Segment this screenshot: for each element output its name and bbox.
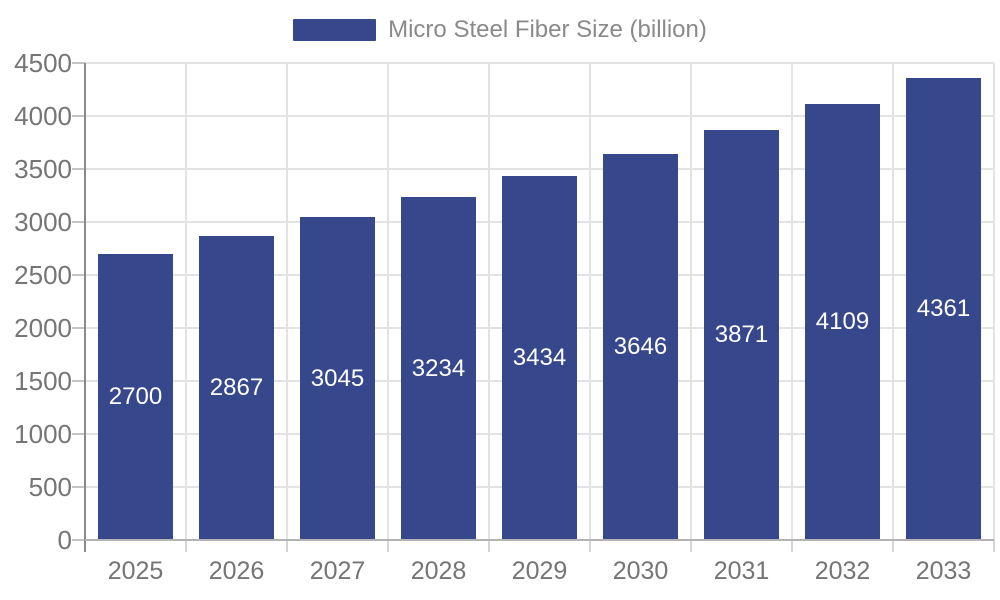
bar (199, 236, 274, 540)
y-tick (72, 486, 85, 488)
plot-area: 0 500 1000 1500 2000 2500 3000 3500 4000 4500 2700… (14, 48, 995, 585)
bar (98, 253, 173, 540)
x-tick (791, 540, 793, 552)
legend-swatch (293, 19, 377, 41)
v-gridline (690, 63, 692, 540)
bar (603, 153, 678, 540)
v-gridline (791, 63, 793, 540)
y-tick (72, 539, 85, 541)
v-gridline (387, 63, 389, 540)
bar-value-label: 4109 (815, 308, 870, 336)
x-tick-label: 2029 (511, 557, 568, 585)
bar-value-label: 4361 (916, 294, 971, 322)
y-tick (72, 115, 85, 117)
bar (502, 175, 577, 540)
y-tick-label: 4500 (14, 48, 72, 78)
x-tick-label: 2025 (107, 557, 164, 585)
h-gridline (85, 62, 994, 64)
bar-value-label: 3234 (411, 354, 466, 382)
v-gridline (185, 63, 187, 540)
bar-value-label: 2700 (108, 382, 163, 410)
legend-label: Micro Steel Fiber Size (billion) (388, 16, 707, 43)
x-tick (892, 540, 894, 552)
legend[interactable]: Micro Steel Fiber Size (billion) (0, 15, 1000, 45)
bar-value-label: 2867 (209, 374, 264, 402)
y-tick-label: 4000 (14, 101, 72, 131)
x-tick (387, 540, 389, 552)
y-tick (72, 327, 85, 329)
bar (300, 217, 375, 540)
bar (704, 129, 779, 540)
h-gridline (85, 115, 994, 117)
bar-value-label: 3646 (613, 332, 668, 360)
v-gridline (488, 63, 490, 540)
y-tick-label: 1000 (14, 419, 72, 449)
x-tick-label: 2033 (915, 557, 972, 585)
y-tick-label: 3500 (14, 154, 72, 184)
x-tick-label: 2031 (713, 557, 770, 585)
x-tick (690, 540, 692, 552)
y-tick-label: 2500 (14, 260, 72, 290)
x-tick (993, 540, 995, 552)
v-gridline (286, 63, 288, 540)
bar (805, 104, 880, 540)
y-tick-label: 500 (28, 472, 72, 502)
v-gridline (892, 63, 894, 540)
v-gridline (993, 63, 995, 540)
y-tick (72, 62, 85, 64)
y-tick (72, 433, 85, 435)
x-tick-label: 2028 (410, 557, 467, 585)
y-tick-label: 3000 (14, 207, 72, 237)
y-tick (72, 168, 85, 170)
bar-value-label: 3871 (714, 320, 769, 348)
x-tick-label: 2032 (814, 557, 871, 585)
bar (401, 197, 476, 540)
bar-value-label: 3045 (310, 364, 365, 392)
bar-value-label: 3434 (512, 343, 567, 371)
y-tick-label: 2000 (14, 313, 72, 343)
y-tick (72, 221, 85, 223)
bar (906, 77, 981, 540)
y-axis-line (84, 63, 86, 552)
x-tick (286, 540, 288, 552)
y-tick-label: 0 (57, 525, 72, 555)
x-tick-label: 2030 (612, 557, 669, 585)
x-tick-label: 2027 (309, 557, 366, 585)
h-gridline (85, 168, 994, 170)
y-tick-label: 1500 (14, 366, 72, 396)
x-axis-line (85, 539, 994, 541)
y-tick (72, 274, 85, 276)
x-tick-label: 2026 (208, 557, 265, 585)
v-gridline (589, 63, 591, 540)
x-tick (488, 540, 490, 552)
x-tick (589, 540, 591, 552)
y-tick (72, 380, 85, 382)
x-tick (185, 540, 187, 552)
